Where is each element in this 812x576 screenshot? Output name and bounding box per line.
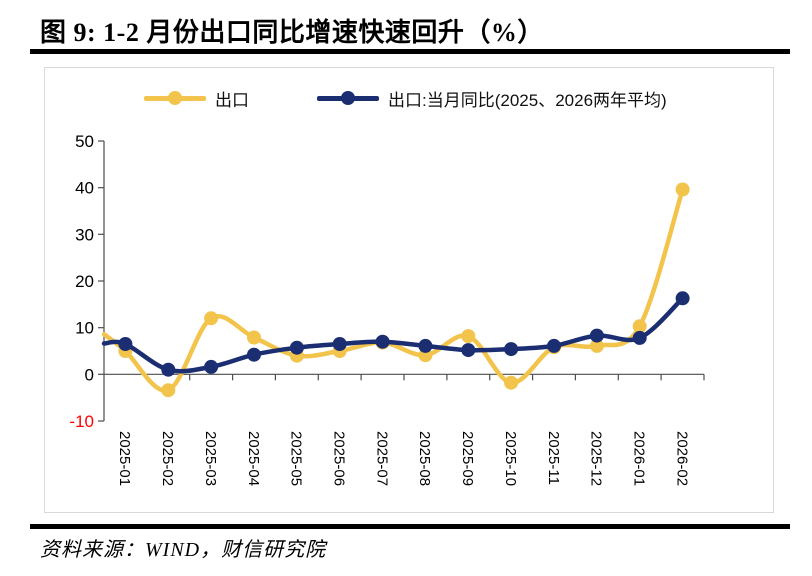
y-tick-label: 40 (75, 179, 94, 198)
y-tick-label: 0 (85, 365, 94, 384)
chart-plot-area: 50 40 30 20 10 0 -10 2025-01 2025-02 2025-03 2025-… (45, 68, 775, 514)
x-tick-label: 2025-06 (330, 431, 347, 486)
series-two-year-avg-dot (118, 337, 132, 351)
series-two-year-avg-dot (247, 348, 261, 362)
chart-svg: 50 40 30 20 10 0 -10 2025-01 2025-02 2025-03 2025-… (45, 68, 775, 514)
series-two-year-avg-dot (633, 331, 647, 345)
x-tick-label-group: 2026-02 (673, 431, 690, 486)
series-two-year-avg-dot (161, 363, 175, 377)
x-tick-label: 2025-09 (459, 431, 476, 486)
series-exports-dot (161, 383, 175, 397)
series-exports-dot (204, 311, 218, 325)
footer-rule (30, 524, 790, 529)
chart-panel: 出口 出口:当月同比(2025、2026两年平均) 50403020100-10… (44, 67, 774, 513)
x-tick-label-group: 2025-07 (373, 431, 390, 486)
series-two-year-avg-dot (376, 335, 390, 349)
title-rule (30, 49, 790, 54)
series-exports-dot (247, 331, 261, 345)
x-tick-label-group: 2025-02 (159, 431, 176, 486)
x-tick-label: 2026-01 (630, 431, 647, 486)
x-tick-label: 2025-11 (545, 431, 562, 485)
x-tick-label-group: 2025-01 (116, 431, 133, 486)
x-tick-label: 2025-07 (373, 431, 390, 486)
x-tick-label-group: 2025-03 (202, 431, 219, 486)
series-exports-line (104, 190, 683, 391)
x-tick-label-group: 2025-11 (545, 431, 562, 485)
x-tick-label: 2025-05 (288, 431, 305, 486)
x-tick-label: 2025-12 (588, 431, 605, 486)
report-page: 图 9: 1-2 月份出口同比增速快速回升（%） 出口 出口:当月同比(2025… (0, 0, 812, 576)
series-two-year-avg-dot (590, 329, 604, 343)
series-two-year-avg-dot (290, 341, 304, 355)
series-exports-dot (504, 376, 518, 390)
x-tick-label-group: 2025-08 (416, 431, 433, 486)
series-two-year-avg-dot (461, 343, 475, 357)
source-note: 资料来源：WIND，财信研究院 (40, 533, 780, 562)
x-tick-label: 2025-03 (202, 431, 219, 486)
x-tick-label-group: 2025-06 (330, 431, 347, 486)
series-two-year-avg-dot (547, 339, 561, 353)
x-tick-label: 2025-10 (502, 431, 519, 486)
x-tick-label-group: 2025-10 (502, 431, 519, 486)
x-tick-label: 2025-08 (416, 431, 433, 486)
x-tick-label: 2025-04 (245, 431, 262, 486)
series-two-year-avg-dot (676, 291, 690, 305)
series-two-year-avg-dot (418, 339, 432, 353)
x-tick-label-group: 2025-04 (245, 431, 262, 486)
x-tick-label: 2026-02 (673, 431, 690, 486)
figure-title: 图 9: 1-2 月份出口同比增速快速回升（%） (40, 12, 800, 49)
series-two-year-avg-dot (204, 360, 218, 374)
series-exports-dot (676, 183, 690, 197)
y-tick-label: -10 (69, 412, 94, 431)
x-tick-label: 2025-01 (116, 431, 133, 486)
y-tick-label: 20 (75, 272, 94, 291)
x-tick-label-group: 2026-01 (630, 431, 647, 486)
series-two-year-avg-dot (504, 342, 518, 356)
y-tick-label: 30 (75, 225, 94, 244)
y-tick-label: 10 (75, 319, 94, 338)
series-two-year-avg-dot (333, 337, 347, 351)
series-exports-dot (461, 329, 475, 343)
x-tick-label: 2025-02 (159, 431, 176, 486)
x-tick-label-group: 2025-12 (588, 431, 605, 486)
y-tick-label: 50 (75, 132, 94, 151)
x-tick-label-group: 2025-05 (288, 431, 305, 486)
x-tick-label-group: 2025-09 (459, 431, 476, 486)
